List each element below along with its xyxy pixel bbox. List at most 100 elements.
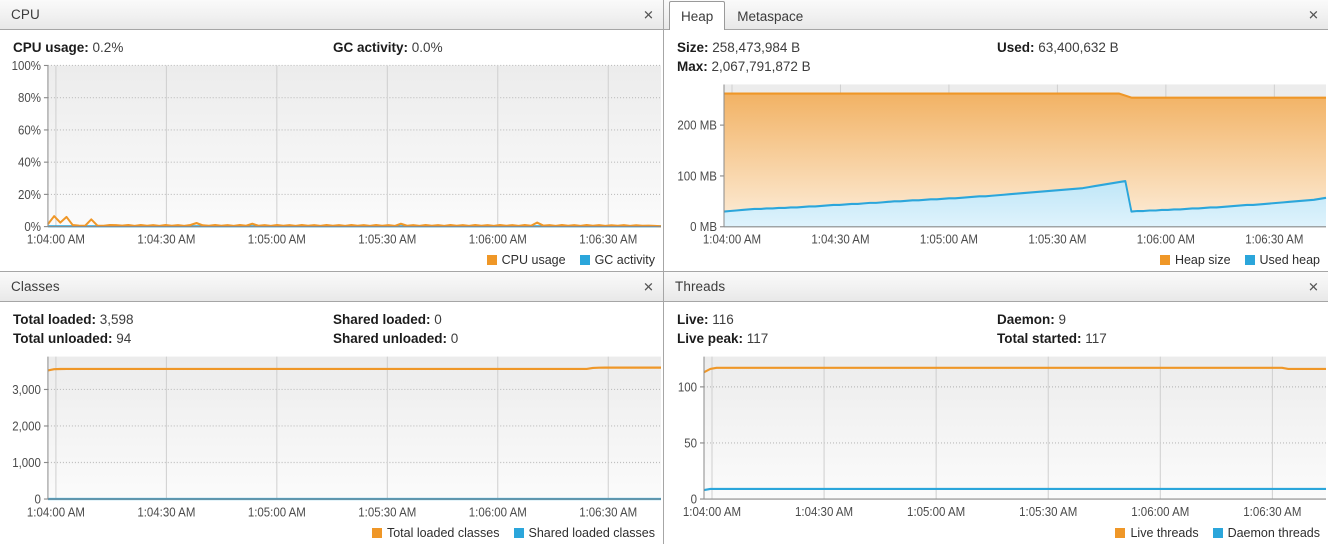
- svg-text:1:06:30 AM: 1:06:30 AM: [579, 505, 637, 520]
- close-icon[interactable]: ✕: [643, 279, 654, 294]
- shared-unloaded-value: 0: [450, 331, 459, 346]
- svg-text:1:04:00 AM: 1:04:00 AM: [703, 232, 761, 247]
- total-started-stat: Total started: 117: [997, 331, 1328, 346]
- classes-stats: Total loaded: 3,598 Shared loaded: 0 Tot…: [0, 302, 663, 352]
- svg-text:1:04:00 AM: 1:04:00 AM: [683, 505, 741, 520]
- legend-label: GC activity: [594, 253, 655, 267]
- heap-tabstrip: Heap Metaspace: [664, 0, 815, 30]
- legend-swatch-icon: [1212, 528, 1223, 538]
- svg-text:1:05:30 AM: 1:05:30 AM: [1028, 232, 1086, 247]
- legend-item-cpu-usage[interactable]: CPU usage: [486, 253, 566, 267]
- live-peak-value: 117: [746, 331, 769, 346]
- total-started-label: Total started:: [997, 331, 1082, 346]
- svg-text:1:05:00 AM: 1:05:00 AM: [907, 505, 965, 520]
- total-loaded-stat: Total loaded: 3,598: [13, 312, 333, 327]
- live-value: 116: [712, 312, 734, 327]
- cpu-stats: CPU usage: 0.2% GC activity: 0.0%: [0, 30, 663, 61]
- cpu-chart[interactable]: 0% 20% 40% 60% 80% 100% 1:04:00 AM 1:04:30 AM 1:…: [0, 61, 663, 249]
- svg-text:1:06:00 AM: 1:06:00 AM: [469, 505, 527, 520]
- total-loaded-label: Total loaded:: [13, 312, 96, 327]
- live-peak-label: Live peak:: [677, 331, 744, 346]
- svg-text:1:06:00 AM: 1:06:00 AM: [469, 232, 527, 247]
- tab-metaspace[interactable]: Metaspace: [737, 8, 804, 24]
- cpu-legend: CPU usage GC activity: [0, 249, 663, 271]
- close-icon[interactable]: ✕: [643, 7, 654, 22]
- legend-item-shared-loaded-classes[interactable]: Shared loaded classes: [513, 526, 655, 540]
- threads-legend: Live threads Daemon threads: [664, 522, 1328, 544]
- total-started-value: 117: [1085, 331, 1107, 346]
- gc-activity-value: 0.0%: [411, 40, 443, 55]
- close-icon[interactable]: ✕: [1308, 279, 1319, 294]
- svg-text:1:04:00 AM: 1:04:00 AM: [27, 232, 85, 247]
- svg-text:200 MB: 200 MB: [677, 118, 717, 133]
- legend-item-live-threads[interactable]: Live threads: [1115, 526, 1199, 540]
- svg-text:1:05:30 AM: 1:05:30 AM: [358, 232, 416, 247]
- svg-text:1:04:30 AM: 1:04:30 AM: [795, 505, 853, 520]
- total-unloaded-stat: Total unloaded: 94: [13, 331, 333, 346]
- daemon-value: 9: [1058, 312, 1067, 327]
- svg-text:1:06:00 AM: 1:06:00 AM: [1137, 232, 1195, 247]
- shared-unloaded-stat: Shared unloaded: 0: [333, 331, 663, 346]
- cpu-usage-label: CPU usage:: [13, 40, 89, 55]
- svg-text:1:04:00 AM: 1:04:00 AM: [27, 505, 85, 520]
- heap-used-stat: Used: 63,400,632 B: [997, 40, 1328, 55]
- svg-text:1:06:30 AM: 1:06:30 AM: [579, 232, 637, 247]
- live-threads-stat: Live: 116: [677, 312, 997, 327]
- classes-legend: Total loaded classes Shared loaded class…: [0, 522, 663, 544]
- gc-activity-stat: GC activity: 0.0%: [333, 40, 663, 55]
- svg-text:100%: 100%: [12, 61, 42, 73]
- shared-unloaded-label: Shared unloaded:: [333, 331, 448, 346]
- legend-item-daemon-threads[interactable]: Daemon threads: [1212, 526, 1320, 540]
- threads-titlebar: Threads ✕: [664, 272, 1328, 302]
- threads-chart[interactable]: 0 50 100 1:04:00 AM 1:04:30 AM 1:05:00 AM 1:05…: [664, 352, 1328, 522]
- legend-label: CPU usage: [501, 253, 566, 267]
- total-unloaded-label: Total unloaded:: [13, 331, 113, 346]
- svg-text:1:04:30 AM: 1:04:30 AM: [811, 232, 869, 247]
- legend-item-gc-activity[interactable]: GC activity: [579, 253, 655, 267]
- svg-text:20%: 20%: [18, 187, 41, 202]
- heap-size-label: Size:: [677, 40, 709, 55]
- heap-panel: Heap Metaspace ✕ Size: 258,473,984 B Use…: [664, 0, 1328, 272]
- svg-text:1:06:30 AM: 1:06:30 AM: [1243, 505, 1301, 520]
- legend-item-used-heap[interactable]: Used heap: [1244, 253, 1320, 267]
- legend-item-heap-size[interactable]: Heap size: [1159, 253, 1231, 267]
- heap-titlebar: Heap Metaspace ✕: [664, 0, 1328, 30]
- svg-text:80%: 80%: [18, 91, 41, 106]
- heap-max-label: Max:: [677, 59, 708, 74]
- tab-heap[interactable]: Heap: [669, 1, 726, 30]
- heap-used-label: Used:: [997, 40, 1035, 55]
- heap-max-value: 2,067,791,872 B: [711, 59, 811, 74]
- svg-text:0: 0: [691, 492, 698, 507]
- svg-text:100 MB: 100 MB: [677, 169, 717, 184]
- total-unloaded-value: 94: [116, 331, 132, 346]
- cpu-titlebar: CPU ✕: [0, 0, 663, 30]
- legend-item-total-loaded-classes[interactable]: Total loaded classes: [371, 526, 500, 540]
- svg-text:1:05:00 AM: 1:05:00 AM: [920, 232, 978, 247]
- svg-text:100: 100: [678, 380, 697, 395]
- close-icon[interactable]: ✕: [1308, 7, 1319, 22]
- svg-text:2,000: 2,000: [12, 419, 41, 434]
- legend-swatch-icon: [1244, 255, 1255, 265]
- threads-panel-title: Threads: [675, 279, 726, 294]
- heap-chart[interactable]: 0 MB 100 MB 200 MB 1:04:00 AM 1:04:30 AM 1:05…: [664, 80, 1328, 249]
- svg-text:1:05:30 AM: 1:05:30 AM: [1019, 505, 1077, 520]
- gc-activity-label: GC activity:: [333, 40, 409, 55]
- legend-swatch-icon: [1115, 528, 1126, 538]
- legend-swatch-icon: [579, 255, 590, 265]
- live-label: Live:: [677, 312, 709, 327]
- legend-label: Daemon threads: [1227, 526, 1320, 540]
- svg-text:50: 50: [684, 436, 697, 451]
- cpu-usage-stat: CPU usage: 0.2%: [13, 40, 333, 55]
- svg-text:1:05:00 AM: 1:05:00 AM: [248, 232, 306, 247]
- classes-chart[interactable]: 0 1,000 2,000 3,000 1:04:00 AM 1:04:30 AM 1:05…: [0, 352, 663, 522]
- legend-label: Total loaded classes: [386, 526, 500, 540]
- svg-text:0: 0: [35, 492, 41, 507]
- heap-size-stat: Size: 258,473,984 B: [677, 40, 997, 55]
- svg-text:3,000: 3,000: [12, 382, 41, 397]
- svg-text:1:04:30 AM: 1:04:30 AM: [137, 232, 195, 247]
- shared-loaded-label: Shared loaded:: [333, 312, 431, 327]
- svg-text:0 MB: 0 MB: [690, 220, 717, 235]
- cpu-panel-title: CPU: [11, 7, 40, 22]
- legend-label: Used heap: [1259, 253, 1320, 267]
